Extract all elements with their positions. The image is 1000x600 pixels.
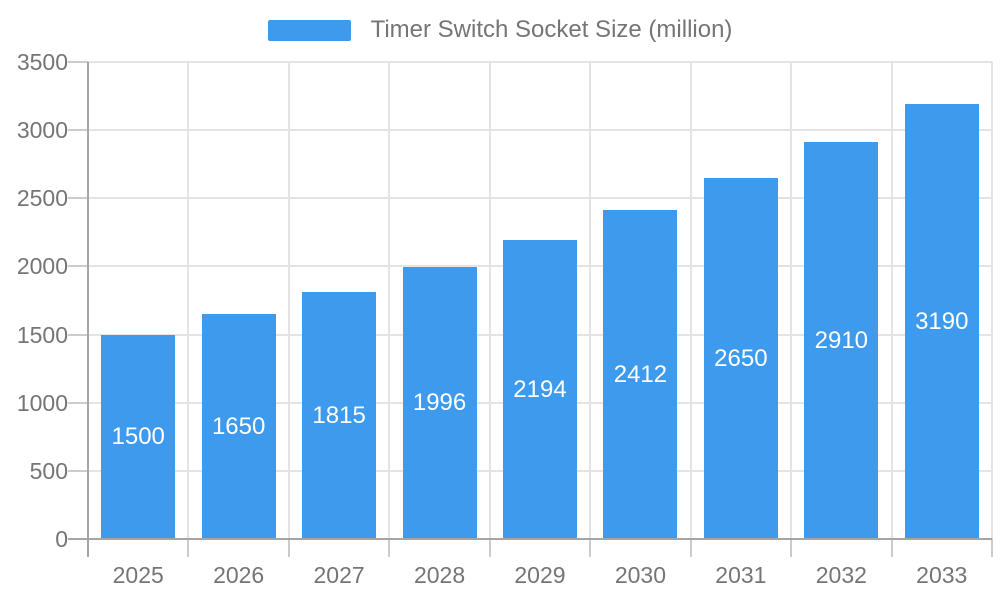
bar-value-label: 1815 [312,401,366,429]
bar-value-label: 2194 [513,375,567,403]
x-axis-tick-label: 2031 [715,562,767,588]
x-axis-tick-label: 2025 [112,562,164,588]
y-axis-tick [68,61,88,63]
bar-value-label: 1996 [412,389,467,416]
x-axis-tick [388,539,391,557]
y-axis-tick [68,333,88,336]
vertical-gridline [187,62,190,539]
legend-swatch-icon [267,19,351,41]
bar-value-label: 3190 [915,307,969,335]
x-axis-tick [790,539,793,557]
legend-label: Timer Switch Socket Size (million) [370,16,733,43]
x-axis-tick-label: 2028 [413,562,466,588]
y-axis-tick [68,469,88,472]
legend[interactable]: Timer Switch Socket Size (million) [0,16,1000,44]
x-axis-tick-label: 2030 [614,562,667,588]
bar-value-label: 2910 [814,326,869,354]
x-axis-line [68,538,992,540]
vertical-gridline [488,62,491,539]
x-axis-tick [187,539,190,557]
y-axis-tick-label: 3500 [16,49,68,75]
x-axis-tick-label: 2026 [213,562,265,588]
vertical-gridline [287,62,290,539]
bar[interactable]: 1650 [201,314,276,539]
y-axis-line [87,62,89,557]
bar-value-label: 1500 [111,423,165,450]
x-axis-tick [589,539,592,557]
bar[interactable]: 1500 [101,335,176,539]
bar[interactable]: 2650 [703,178,778,539]
x-axis-tick [890,539,893,557]
x-axis-tick [689,539,692,557]
bar[interactable]: 1996 [402,267,477,539]
x-axis-tick [287,539,290,557]
bar-value-label: 2650 [714,344,768,372]
x-axis-tick-label: 2027 [313,562,365,588]
bar[interactable]: 3190 [904,104,979,539]
y-axis-tick-label: 500 [29,457,68,484]
x-axis-tick [488,539,491,557]
bar-value-label: 2412 [613,360,668,388]
y-axis-tick-label: 2500 [16,185,68,212]
x-axis-tick-label: 2033 [916,562,968,588]
x-axis-tick-label: 2032 [815,562,867,588]
horizontal-gridline [88,61,992,63]
y-axis-tick-label: 3000 [16,117,68,144]
horizontal-gridline [88,197,992,200]
y-axis-tick-label: 1000 [16,389,68,416]
bar[interactable]: 2910 [804,142,879,539]
vertical-gridline [689,62,692,539]
bar[interactable]: 2412 [603,210,678,539]
bar[interactable]: 2194 [503,240,577,539]
y-axis-tick [68,129,88,132]
y-axis-tick-label: 0 [55,526,68,552]
y-axis-tick-label: 1500 [16,321,68,348]
horizontal-gridline [88,129,992,132]
bar-value-label: 1650 [211,412,266,440]
x-axis-tick [991,539,993,557]
bar[interactable]: 1815 [302,292,377,539]
y-axis-tick [68,401,88,404]
vertical-gridline [991,62,993,539]
vertical-gridline [388,62,391,539]
y-axis-tick [68,265,88,268]
vertical-gridline [890,62,893,539]
plot-area: 0 500 1000 1500 2000 2500 3000 3500 1500 2025 1650… [17,49,993,588]
vertical-gridline [589,62,592,539]
y-axis-tick [68,197,88,200]
vertical-gridline [790,62,793,539]
y-axis-tick-label: 2000 [16,253,68,280]
x-axis-tick-label: 2029 [514,562,566,588]
